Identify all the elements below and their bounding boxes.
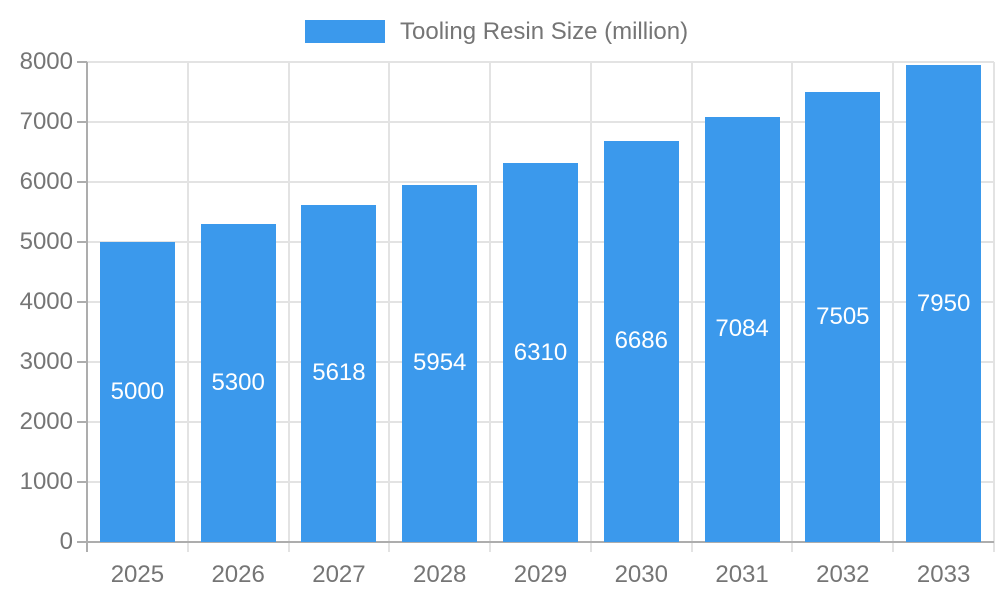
y-axis-tick bbox=[77, 241, 87, 243]
y-axis-tick bbox=[77, 121, 87, 123]
legend-swatch bbox=[305, 20, 385, 43]
bar-value-label: 7084 bbox=[715, 315, 769, 343]
x-axis-label: 2025 bbox=[110, 561, 165, 588]
y-axis-tick bbox=[77, 181, 87, 183]
legend-label: Tooling Resin Size (million) bbox=[400, 17, 689, 45]
bar[interactable]: 7950 bbox=[906, 65, 982, 542]
horizontal-gridline bbox=[87, 61, 994, 63]
bar[interactable]: 5618 bbox=[301, 204, 377, 542]
y-axis-label: 8000 bbox=[19, 48, 73, 75]
y-axis-label: 5000 bbox=[19, 228, 73, 255]
vertical-gridline bbox=[388, 62, 391, 552]
x-axis-label: 2030 bbox=[614, 561, 668, 588]
vertical-gridline bbox=[489, 62, 492, 552]
bar[interactable]: 7505 bbox=[805, 91, 881, 542]
vertical-gridline bbox=[892, 62, 895, 552]
x-axis-label: 2032 bbox=[816, 561, 870, 588]
bar[interactable]: 5000 bbox=[99, 242, 175, 542]
vertical-gridline bbox=[993, 62, 995, 552]
y-axis-label: 2000 bbox=[19, 408, 73, 435]
vertical-gridline bbox=[791, 62, 794, 552]
y-axis-tick bbox=[77, 301, 87, 303]
y-axis-label: 6000 bbox=[19, 168, 73, 195]
vertical-gridline bbox=[287, 62, 290, 552]
x-axis-label: 2029 bbox=[513, 561, 568, 588]
y-axis-tick bbox=[77, 61, 87, 63]
vertical-gridline bbox=[690, 62, 693, 552]
horizontal-gridline bbox=[87, 121, 994, 123]
vertical-gridline bbox=[186, 62, 189, 552]
bar[interactable]: 6310 bbox=[503, 163, 578, 542]
bar[interactable]: 5954 bbox=[402, 184, 478, 542]
bar-value-label: 5618 bbox=[312, 359, 366, 387]
y-axis-tick bbox=[77, 361, 87, 363]
bar[interactable]: 6686 bbox=[603, 140, 679, 542]
vertical-gridline bbox=[589, 62, 592, 552]
bar-value-label: 7505 bbox=[816, 302, 870, 330]
x-axis-label: 2033 bbox=[916, 561, 971, 588]
y-axis-label: 3000 bbox=[19, 348, 73, 375]
x-axis-label: 2027 bbox=[312, 561, 366, 588]
x-axis-label: 2026 bbox=[211, 561, 265, 588]
legend[interactable]: Tooling Resin Size (million) bbox=[305, 18, 688, 45]
bar-value-label: 6686 bbox=[614, 327, 668, 355]
bar-value-label: 5954 bbox=[413, 349, 467, 377]
y-axis-label: 1000 bbox=[19, 468, 73, 495]
y-axis-label: 4000 bbox=[19, 288, 73, 315]
bar[interactable]: 7084 bbox=[704, 116, 780, 542]
bar-value-label: 5300 bbox=[211, 369, 265, 396]
bar-value-label: 6310 bbox=[513, 338, 568, 366]
y-axis-tick bbox=[77, 421, 87, 423]
bar-value-label: 5000 bbox=[110, 378, 165, 405]
y-axis-tick bbox=[77, 481, 87, 483]
y-axis-label: 7000 bbox=[19, 108, 73, 135]
y-axis-line bbox=[86, 62, 88, 552]
bar-value-label: 7950 bbox=[916, 289, 971, 317]
x-axis-label: 2028 bbox=[413, 561, 467, 588]
x-axis-label: 2031 bbox=[715, 561, 769, 588]
x-axis-line bbox=[77, 541, 994, 543]
bar[interactable]: 5300 bbox=[200, 224, 276, 542]
y-axis-label: 0 bbox=[59, 528, 73, 555]
